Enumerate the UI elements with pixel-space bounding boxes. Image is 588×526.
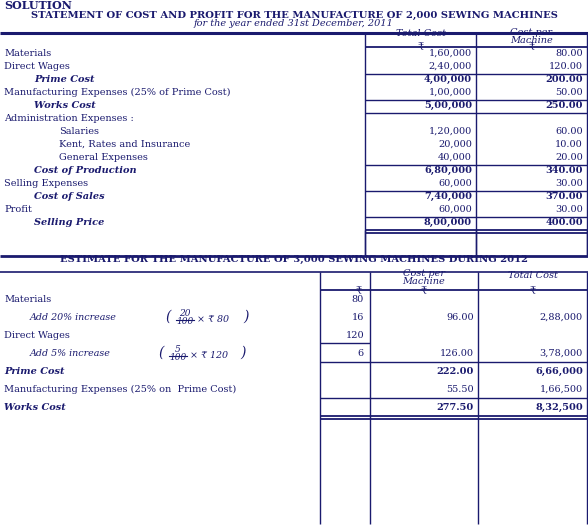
- Text: Administration Expenses :: Administration Expenses :: [4, 114, 133, 123]
- Text: ₹: ₹: [417, 43, 423, 52]
- Text: 30.00: 30.00: [555, 179, 583, 188]
- Text: ): ): [240, 346, 245, 360]
- Text: Prime Cost: Prime Cost: [4, 367, 65, 376]
- Text: Works Cost: Works Cost: [4, 403, 66, 412]
- Text: Direct Wages: Direct Wages: [4, 62, 70, 71]
- Text: 20,000: 20,000: [438, 140, 472, 149]
- Text: SOLUTION: SOLUTION: [4, 0, 72, 11]
- Text: 5: 5: [175, 345, 181, 354]
- Text: 7,40,000: 7,40,000: [424, 192, 472, 201]
- Text: General Expenses: General Expenses: [59, 153, 148, 162]
- Text: 126.00: 126.00: [440, 349, 474, 358]
- Text: 8,32,500: 8,32,500: [535, 403, 583, 412]
- Text: 1,20,000: 1,20,000: [429, 127, 472, 136]
- Text: 50.00: 50.00: [556, 88, 583, 97]
- Text: (: (: [158, 346, 163, 360]
- Text: Cost per: Cost per: [403, 269, 445, 278]
- Text: Cost per: Cost per: [510, 28, 553, 37]
- Text: 2,88,000: 2,88,000: [540, 313, 583, 322]
- Text: Kent, Rates and Insurance: Kent, Rates and Insurance: [59, 140, 191, 149]
- Text: 4,00,000: 4,00,000: [424, 75, 472, 84]
- Text: 400.00: 400.00: [546, 218, 583, 227]
- Text: 5,00,000: 5,00,000: [424, 101, 472, 110]
- Text: 1,00,000: 1,00,000: [429, 88, 472, 97]
- Text: Manufacturing Expenses (25% of Prime Cost): Manufacturing Expenses (25% of Prime Cos…: [4, 88, 230, 97]
- Text: 60,000: 60,000: [438, 205, 472, 214]
- Text: 3,78,000: 3,78,000: [540, 349, 583, 358]
- Text: Works Cost: Works Cost: [34, 101, 96, 110]
- Text: Cost of Sales: Cost of Sales: [34, 192, 105, 201]
- Text: Direct Wages: Direct Wages: [4, 331, 70, 340]
- Text: Materials: Materials: [4, 49, 51, 58]
- Text: × ₹ 120: × ₹ 120: [190, 351, 228, 360]
- Text: 200.00: 200.00: [546, 75, 583, 84]
- Text: 55.50: 55.50: [446, 385, 474, 394]
- Text: ₹: ₹: [529, 287, 536, 296]
- Text: ): ): [243, 310, 248, 324]
- Text: 6,66,000: 6,66,000: [535, 367, 583, 376]
- Text: 80: 80: [352, 295, 364, 304]
- Text: 2,40,000: 2,40,000: [429, 62, 472, 71]
- Text: 20.00: 20.00: [555, 153, 583, 162]
- Text: 80.00: 80.00: [556, 49, 583, 58]
- Text: 370.00: 370.00: [546, 192, 583, 201]
- Text: ESTIMATE FOR THE MANUFACTURE OF 3,000 SEWING MACHINES DURING 2012: ESTIMATE FOR THE MANUFACTURE OF 3,000 SE…: [60, 255, 528, 264]
- Text: 96.00: 96.00: [446, 313, 474, 322]
- Text: Materials: Materials: [4, 295, 51, 304]
- Text: ₹: ₹: [356, 287, 362, 296]
- Text: 60,000: 60,000: [438, 179, 472, 188]
- Text: Machine: Machine: [403, 277, 445, 286]
- Text: Add 5% increase: Add 5% increase: [30, 349, 111, 358]
- Text: 1,60,000: 1,60,000: [429, 49, 472, 58]
- Text: 16: 16: [352, 313, 364, 322]
- Text: 30.00: 30.00: [555, 205, 583, 214]
- Text: 100: 100: [169, 353, 186, 362]
- Text: 10.00: 10.00: [555, 140, 583, 149]
- Text: ₹: ₹: [529, 43, 534, 52]
- Text: Manufacturing Expenses (25% on  Prime Cost): Manufacturing Expenses (25% on Prime Cos…: [4, 385, 236, 394]
- Text: Total Cost: Total Cost: [396, 29, 446, 38]
- Text: Cost of Production: Cost of Production: [34, 166, 136, 175]
- Text: 340.00: 340.00: [546, 166, 583, 175]
- Text: 120: 120: [345, 331, 364, 340]
- Text: 250.00: 250.00: [546, 101, 583, 110]
- Text: STATEMENT OF COST AND PROFIT FOR THE MANUFACTURE OF 2,000 SEWING MACHINES: STATEMENT OF COST AND PROFIT FOR THE MAN…: [31, 11, 557, 20]
- Text: Salaries: Salaries: [59, 127, 99, 136]
- Text: (: (: [165, 310, 171, 324]
- Text: 222.00: 222.00: [437, 367, 474, 376]
- Text: Prime Cost: Prime Cost: [34, 75, 95, 84]
- Text: ₹: ₹: [421, 287, 427, 296]
- Text: 20: 20: [179, 309, 191, 318]
- Text: for the year ended 31st December, 2011: for the year ended 31st December, 2011: [194, 19, 394, 28]
- Text: Profit: Profit: [4, 205, 32, 214]
- Text: Total Cost: Total Cost: [507, 271, 557, 280]
- Text: 60.00: 60.00: [556, 127, 583, 136]
- Text: 6: 6: [358, 349, 364, 358]
- Text: 1,66,500: 1,66,500: [540, 385, 583, 394]
- Text: Selling Price: Selling Price: [34, 218, 105, 227]
- Text: 277.50: 277.50: [437, 403, 474, 412]
- Text: Add 20% increase: Add 20% increase: [30, 313, 117, 322]
- Text: 40,000: 40,000: [438, 153, 472, 162]
- Text: 8,00,000: 8,00,000: [424, 218, 472, 227]
- Text: 100: 100: [176, 317, 193, 326]
- Text: Machine: Machine: [510, 36, 553, 45]
- Text: 6,80,000: 6,80,000: [424, 166, 472, 175]
- Text: 120.00: 120.00: [549, 62, 583, 71]
- Text: Selling Expenses: Selling Expenses: [4, 179, 88, 188]
- Text: × ₹ 80: × ₹ 80: [197, 316, 229, 325]
